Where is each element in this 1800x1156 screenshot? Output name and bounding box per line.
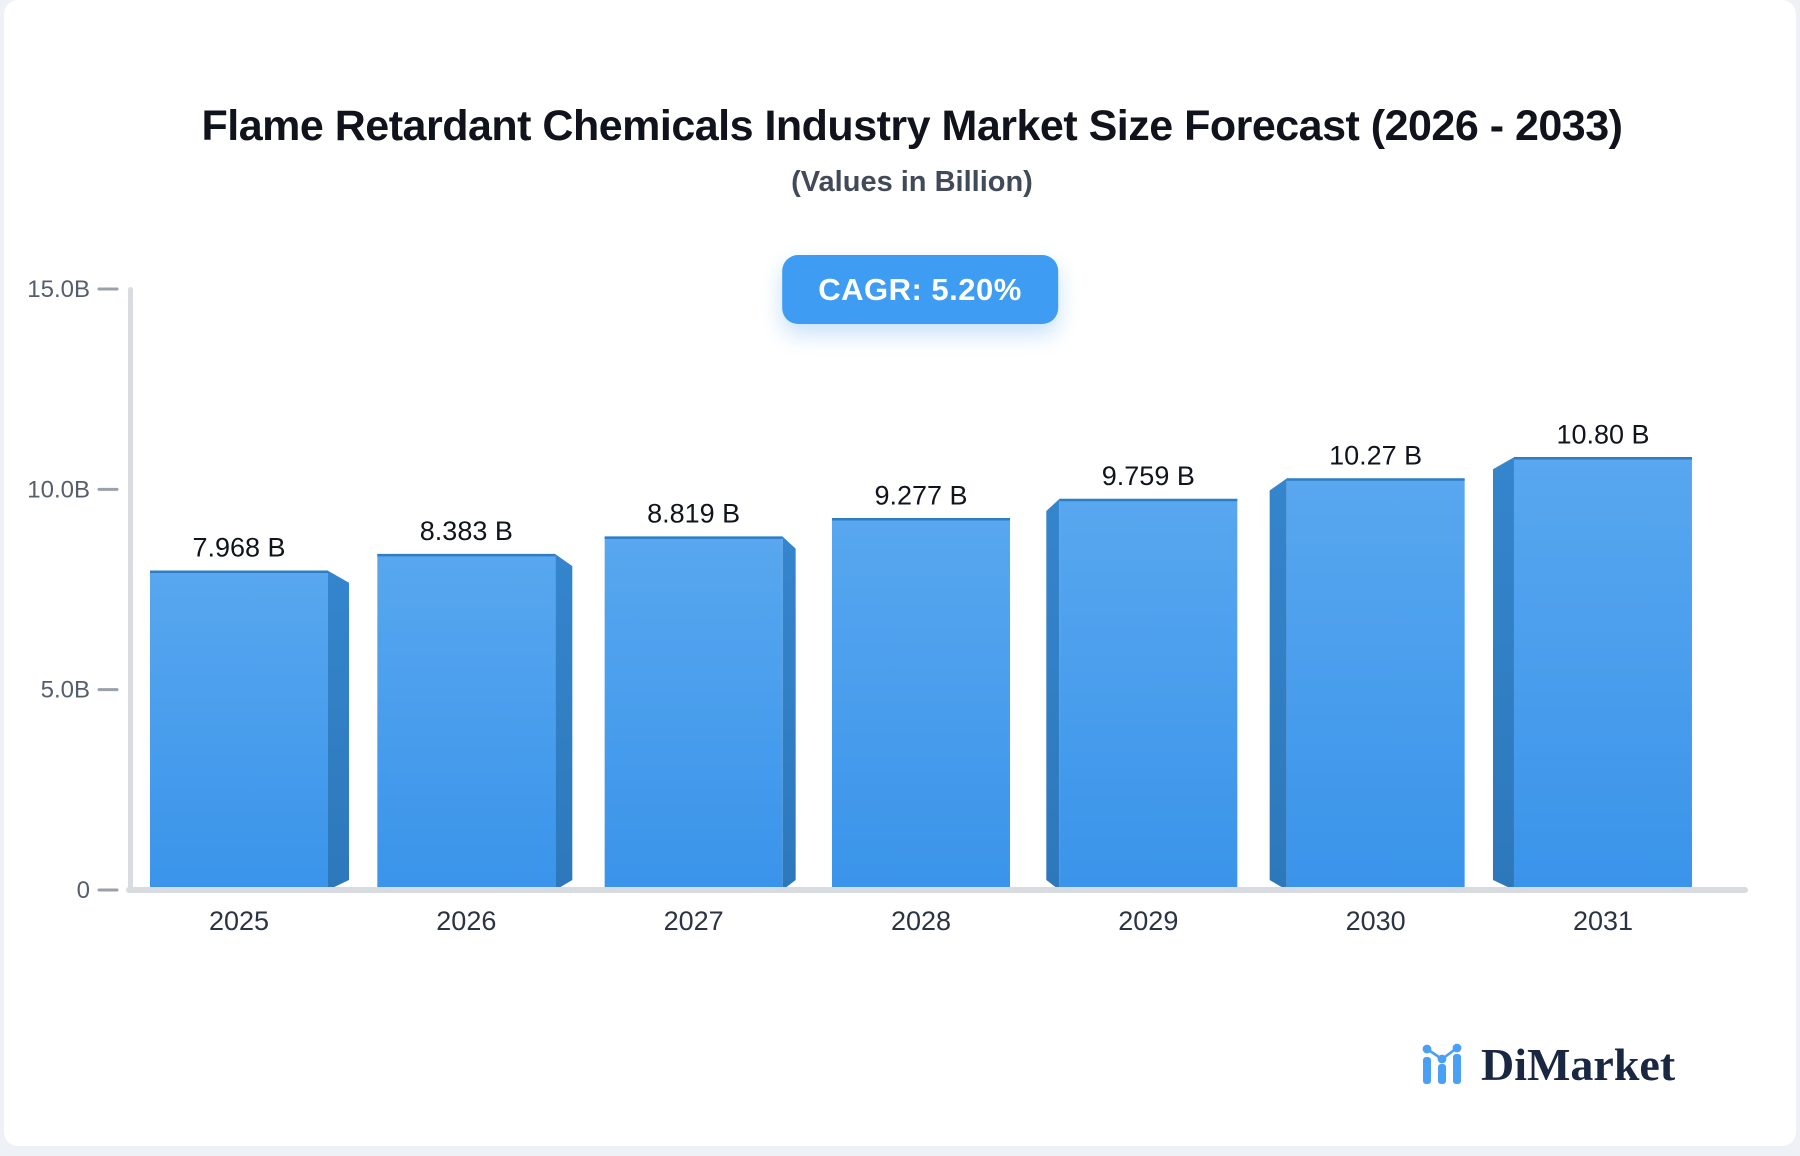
x-axis-line (126, 887, 1748, 893)
bar-side-face (1046, 498, 1060, 890)
chart-title: Flame Retardant Chemicals Industry Marke… (201, 102, 1623, 150)
bar-value-label: 9.277 B (874, 480, 967, 510)
x-category-label: 2026 (436, 906, 496, 936)
bar (1513, 457, 1692, 890)
y-tick-label: 15.0B (27, 276, 90, 303)
x-category-label: 2028 (891, 906, 951, 936)
dimarket-logo: DiMarket (1422, 1042, 1675, 1088)
bar-side-face (1269, 478, 1287, 890)
y-axis-line (128, 287, 133, 893)
bar (604, 536, 783, 890)
x-category-label: 2027 (664, 906, 724, 936)
bar-side-face (555, 554, 573, 890)
bar (377, 554, 556, 890)
bar (1286, 478, 1465, 890)
bar-side-face (328, 570, 349, 890)
bar-value-label: 8.819 B (647, 499, 740, 529)
bar-value-label: 7.968 B (192, 533, 285, 563)
x-category-label: 2030 (1346, 906, 1406, 936)
x-category-label: 2025 (209, 906, 269, 936)
bar-value-label: 10.80 B (1556, 419, 1649, 449)
logo-text: DiMarket (1481, 1039, 1676, 1090)
y-tick-label: 10.0B (27, 476, 90, 503)
bar (831, 518, 1010, 890)
bar-value-label: 8.383 B (420, 516, 513, 546)
bar-value-label: 9.759 B (1102, 461, 1195, 491)
chart-subtitle: (Values in Billion) (791, 166, 1033, 198)
y-tick-label: 5.0B (41, 677, 90, 704)
bar (150, 570, 328, 890)
bar-side-face (782, 536, 796, 890)
cagr-badge: CAGR: 5.20% (782, 255, 1058, 324)
bar-side-face (1492, 457, 1514, 890)
bar (1059, 498, 1238, 890)
x-category-label: 2029 (1118, 906, 1178, 936)
bar-value-label: 10.27 B (1329, 441, 1422, 471)
y-tick-label: 0 (77, 877, 90, 904)
x-category-label: 2031 (1573, 906, 1633, 936)
bar-chart-with-trend-line-icon (1422, 1043, 1462, 1084)
